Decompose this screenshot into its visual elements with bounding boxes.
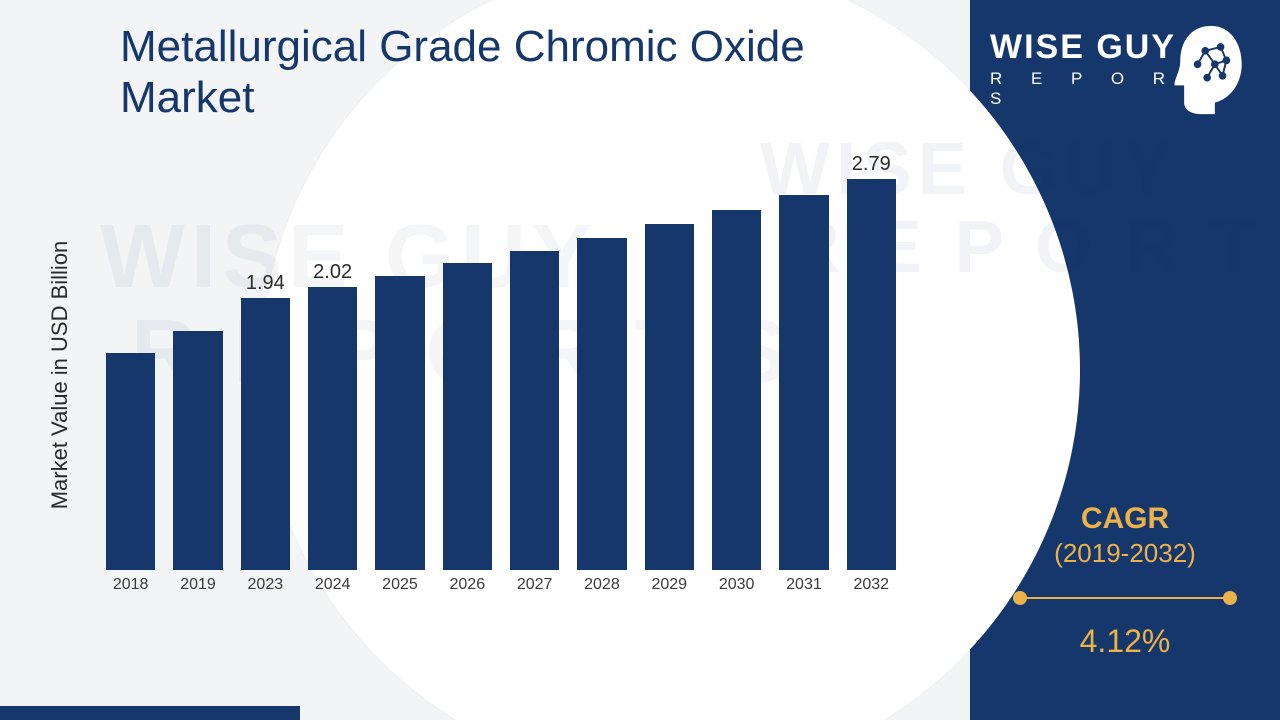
x-tick: 2032 — [847, 570, 896, 600]
bar-2026 — [443, 237, 492, 570]
bar-rect — [173, 331, 222, 570]
bar-2024: 2.02 — [308, 261, 357, 570]
cagr-range: (2019-2032) — [1000, 538, 1250, 569]
x-tick: 2018 — [106, 570, 155, 600]
bar-chart: Market Value in USD Billion 1.942.022.79… — [80, 150, 900, 600]
bottom-strip — [0, 706, 300, 720]
x-tick: 2024 — [308, 570, 357, 600]
bar-2027 — [510, 225, 559, 570]
x-tick: 2031 — [779, 570, 828, 600]
bar-rect — [443, 263, 492, 570]
y-axis-label: Market Value in USD Billion — [47, 241, 73, 510]
bar-rect — [510, 251, 559, 570]
x-tick: 2030 — [712, 570, 761, 600]
bar-rect — [375, 276, 424, 570]
bar-2030 — [712, 184, 761, 570]
x-tick: 2025 — [375, 570, 424, 600]
bar-2023: 1.94 — [241, 272, 290, 570]
bar-rect — [779, 195, 828, 570]
bar-rect — [847, 179, 896, 570]
bar-2019 — [173, 305, 222, 570]
bar-rect — [241, 298, 290, 570]
bar-2025 — [375, 250, 424, 570]
x-tick: 2026 — [443, 570, 492, 600]
x-tick: 2023 — [241, 570, 290, 600]
wiseguy-logo: WISE GUY R E P O R T S — [990, 28, 1250, 118]
cagr-panel: CAGR (2019-2032) 4.12% — [1000, 502, 1250, 660]
cagr-value: 4.12% — [1000, 623, 1250, 660]
x-tick: 2027 — [510, 570, 559, 600]
bar-rect — [106, 353, 155, 570]
bar-value-label: 2.02 — [313, 261, 352, 283]
bar-rect — [645, 224, 694, 570]
chart-title: Metallurgical Grade Chromic Oxide Market — [120, 22, 880, 123]
head-icon — [1172, 22, 1250, 118]
bar-2031 — [779, 169, 828, 570]
bar-2028 — [577, 212, 626, 570]
bar-rect — [577, 238, 626, 570]
bar-2018 — [106, 327, 155, 570]
bar-value-label: 1.94 — [246, 272, 285, 294]
bar-2029 — [645, 198, 694, 570]
bar-rect — [712, 210, 761, 570]
bar-value-label: 2.79 — [852, 153, 891, 175]
x-tick: 2019 — [173, 570, 222, 600]
bar-2032: 2.79 — [847, 153, 896, 570]
cagr-divider — [1015, 591, 1235, 605]
cagr-label: CAGR — [1000, 502, 1250, 536]
bar-rect — [308, 287, 357, 570]
x-tick: 2029 — [645, 570, 694, 600]
x-tick: 2028 — [577, 570, 626, 600]
